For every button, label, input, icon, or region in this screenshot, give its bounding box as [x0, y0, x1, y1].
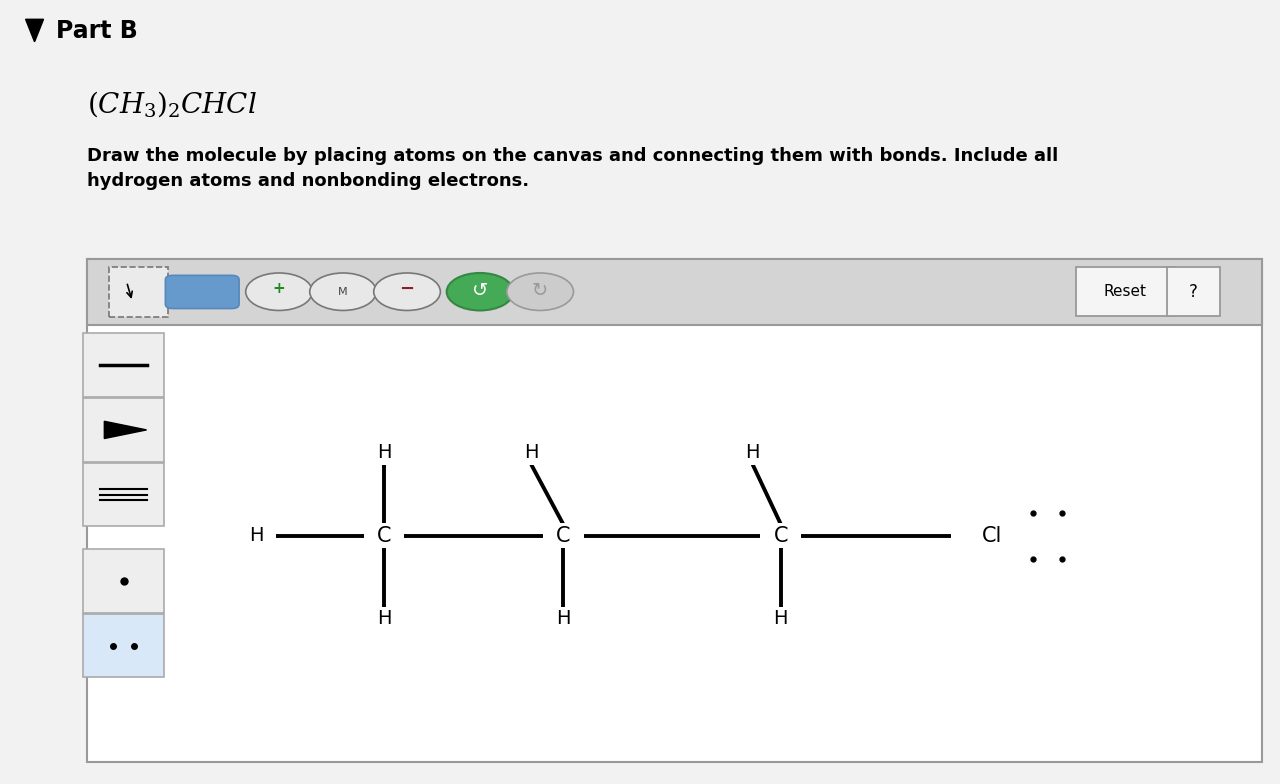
FancyBboxPatch shape	[83, 398, 164, 462]
Text: H: H	[376, 609, 392, 628]
Text: ↻: ↻	[532, 281, 548, 299]
Circle shape	[374, 273, 440, 310]
FancyBboxPatch shape	[109, 267, 168, 317]
FancyBboxPatch shape	[83, 614, 164, 677]
Text: H: H	[524, 444, 539, 463]
Text: H: H	[745, 444, 760, 463]
Text: C: C	[376, 526, 392, 546]
Polygon shape	[26, 20, 44, 42]
Text: Cl: Cl	[982, 526, 1002, 546]
Text: H: H	[556, 609, 571, 628]
FancyBboxPatch shape	[83, 463, 164, 526]
Text: +: +	[273, 281, 285, 296]
Circle shape	[246, 273, 312, 310]
Text: Reset: Reset	[1103, 285, 1147, 299]
FancyBboxPatch shape	[1167, 267, 1220, 316]
Circle shape	[507, 273, 573, 310]
Polygon shape	[105, 421, 146, 438]
Text: C: C	[773, 526, 788, 546]
Text: C: C	[556, 526, 571, 546]
Text: Part B: Part B	[56, 19, 138, 43]
FancyBboxPatch shape	[1076, 267, 1174, 316]
Text: Draw the molecule by placing atoms on the canvas and connecting them with bonds.: Draw the molecule by placing atoms on th…	[87, 147, 1059, 190]
FancyBboxPatch shape	[165, 275, 239, 309]
Text: H: H	[248, 526, 264, 545]
FancyBboxPatch shape	[83, 550, 164, 613]
Text: H: H	[376, 444, 392, 463]
Circle shape	[310, 273, 376, 310]
FancyBboxPatch shape	[83, 333, 164, 397]
Text: H: H	[773, 609, 788, 628]
Text: ?: ?	[1189, 283, 1198, 301]
Text: M: M	[338, 287, 348, 296]
Text: ↺: ↺	[472, 281, 488, 299]
Text: $(CH_3)_2CHCl$: $(CH_3)_2CHCl$	[87, 89, 257, 119]
Circle shape	[447, 273, 513, 310]
FancyBboxPatch shape	[87, 259, 1262, 325]
Text: −: −	[399, 280, 415, 298]
FancyBboxPatch shape	[87, 259, 1262, 762]
